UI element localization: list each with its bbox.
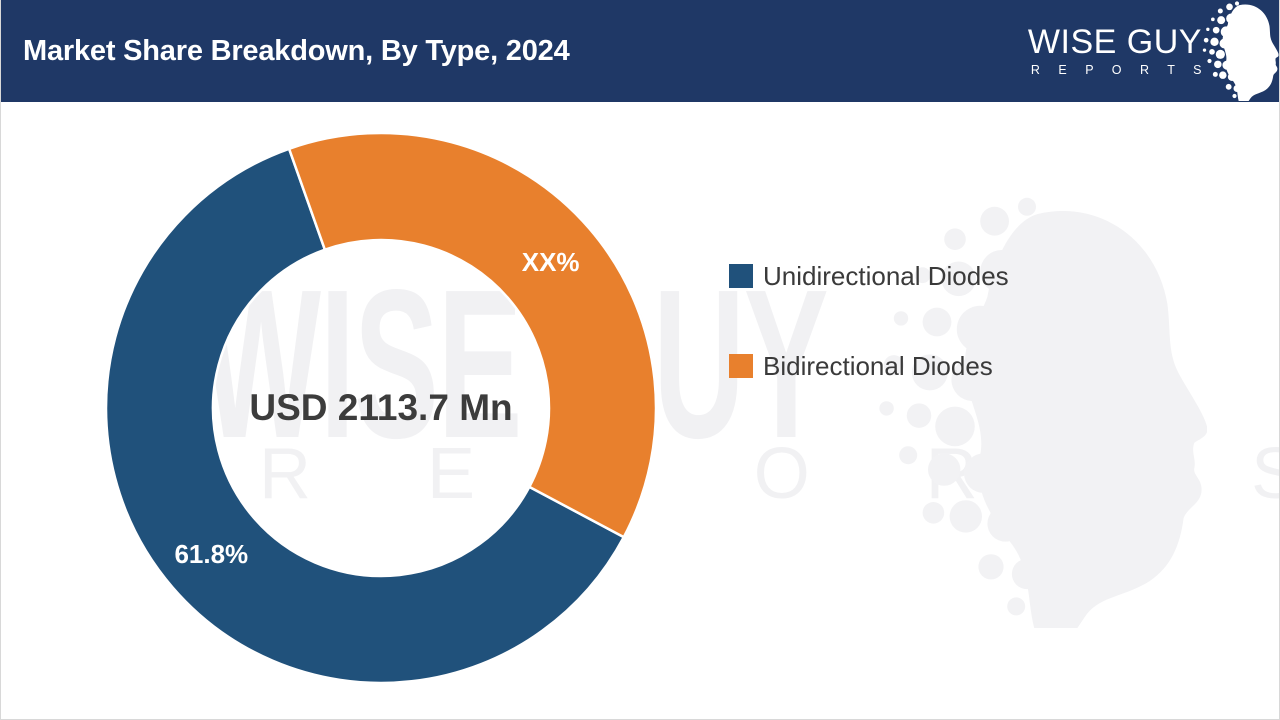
wise-guy-reports-logo: WISE GUY R E P O R T S xyxy=(1028,0,1279,102)
slice-percent-label-bidirectional-diodes: XX% xyxy=(522,247,580,277)
legend-swatch-icon xyxy=(729,354,753,378)
chart-legend: Unidirectional Diodes Bidirectional Diode… xyxy=(729,263,1009,443)
logo-reports-text: R E P O R T S xyxy=(1030,63,1209,78)
legend-label: Unidirectional Diodes xyxy=(763,261,1009,291)
donut-slice-bidirectional-diodes xyxy=(287,131,658,539)
legend-item-unidirectional-diodes: Unidirectional Diodes xyxy=(729,263,1009,289)
legend-swatch-icon xyxy=(729,264,753,288)
header-bar: Market Share Breakdown, By Type, 2024 WI… xyxy=(1,0,1279,102)
slice-percent-label-unidirectional-diodes: 61.8% xyxy=(174,539,248,569)
page-title: Market Share Breakdown, By Type, 2024 xyxy=(23,34,570,67)
legend-label: Bidirectional Diodes xyxy=(763,351,993,381)
logo-wordmark: WISE GUY xyxy=(1027,23,1202,62)
donut-slice-unidirectional-diodes xyxy=(104,147,626,685)
chart-center-value: USD 2113.7 Mn xyxy=(249,387,513,428)
legend-item-bidirectional-diodes: Bidirectional Diodes xyxy=(729,353,1009,379)
